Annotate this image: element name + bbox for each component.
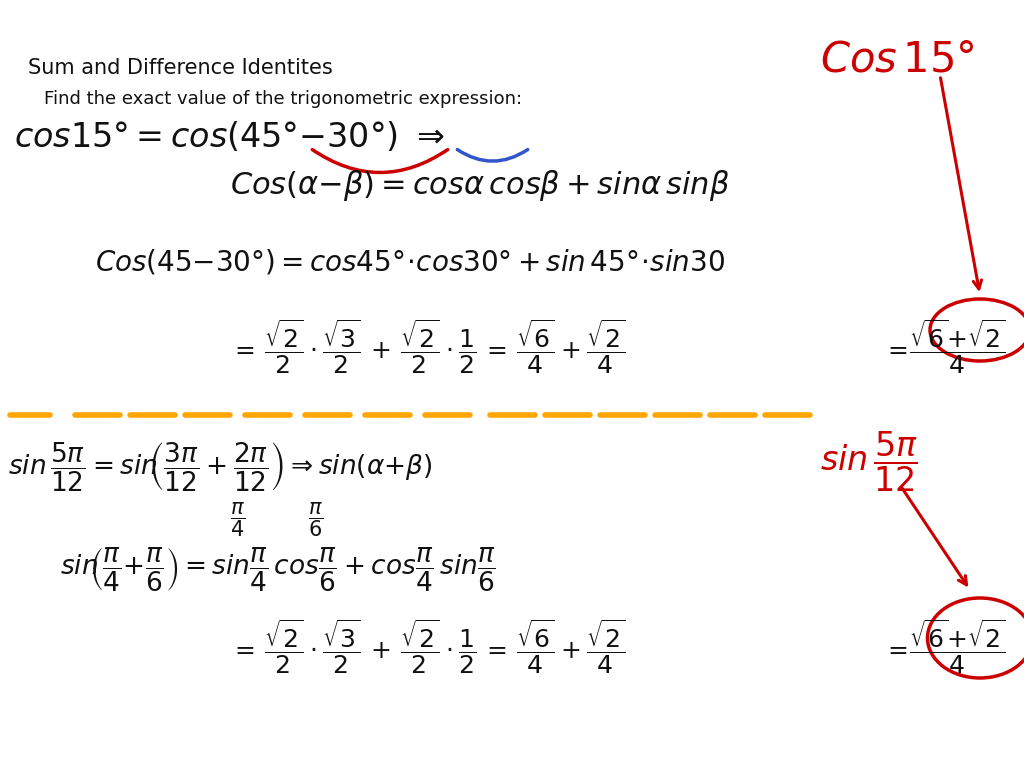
Text: $\mathit{=\,\dfrac{\sqrt{2}}{2}\cdot\dfrac{\sqrt{3}}{2}\,+\,\dfrac{\sqrt{2}}{2}\: $\mathit{=\,\dfrac{\sqrt{2}}{2}\cdot\dfr… <box>230 618 626 677</box>
Text: $\mathit{Cos(45{-}30°)=cos45°\!\cdot\!cos30°+sin\,45°\!\cdot\!sin30}$: $\mathit{Cos(45{-}30°)=cos45°\!\cdot\!co… <box>95 248 725 277</box>
Text: $\mathit{=\!\dfrac{\sqrt{6}{+}\sqrt{2}}{4}}$: $\mathit{=\!\dfrac{\sqrt{6}{+}\sqrt{2}}{… <box>883 318 1006 376</box>
Text: $\mathit{=\!\dfrac{\sqrt{6}{+}\sqrt{2}}{4}}$: $\mathit{=\!\dfrac{\sqrt{6}{+}\sqrt{2}}{… <box>883 618 1006 677</box>
Text: Find the exact value of the trigonometric expression:: Find the exact value of the trigonometri… <box>44 90 522 108</box>
Text: $\mathit{=\,\dfrac{\sqrt{2}}{2}\cdot\dfrac{\sqrt{3}}{2}\,+\,\dfrac{\sqrt{2}}{2}\: $\mathit{=\,\dfrac{\sqrt{2}}{2}\cdot\dfr… <box>230 318 626 376</box>
Text: $\mathit{sin\,\dfrac{5\pi}{12}}$: $\mathit{sin\,\dfrac{5\pi}{12}}$ <box>820 430 918 495</box>
Text: $\mathit{cos15°=cos(45°{-}30°)\ \Rightarrow}$: $\mathit{cos15°=cos(45°{-}30°)\ \Rightar… <box>14 120 444 154</box>
FancyArrowPatch shape <box>312 150 447 173</box>
FancyArrowPatch shape <box>458 150 527 161</box>
Text: $\mathit{sin\,\dfrac{5\pi}{12}=sin\!\!\left(\dfrac{3\pi}{12}+\dfrac{2\pi}{12}\ri: $\mathit{sin\,\dfrac{5\pi}{12}=sin\!\!\l… <box>8 440 432 493</box>
Text: $\mathit{\dfrac{\pi}{4}}$: $\mathit{\dfrac{\pi}{4}}$ <box>230 500 246 538</box>
Text: $\mathit{sin\!\!\left(\dfrac{\pi}{4}{+}\dfrac{\pi}{6}\right)=sin\dfrac{\pi}{4}\,: $\mathit{sin\!\!\left(\dfrac{\pi}{4}{+}\… <box>60 545 496 593</box>
Text: Sum and Difference Identites: Sum and Difference Identites <box>28 58 333 78</box>
Text: $\mathit{Cos\,15°}$: $\mathit{Cos\,15°}$ <box>820 38 975 80</box>
Text: $\mathit{\dfrac{\pi}{6}}$: $\mathit{\dfrac{\pi}{6}}$ <box>308 500 324 538</box>
Text: $\mathit{Cos(\alpha{-}\beta)=cos\alpha\,cos\beta+sin\alpha\,sin\beta}$: $\mathit{Cos(\alpha{-}\beta)=cos\alpha\,… <box>230 168 730 203</box>
